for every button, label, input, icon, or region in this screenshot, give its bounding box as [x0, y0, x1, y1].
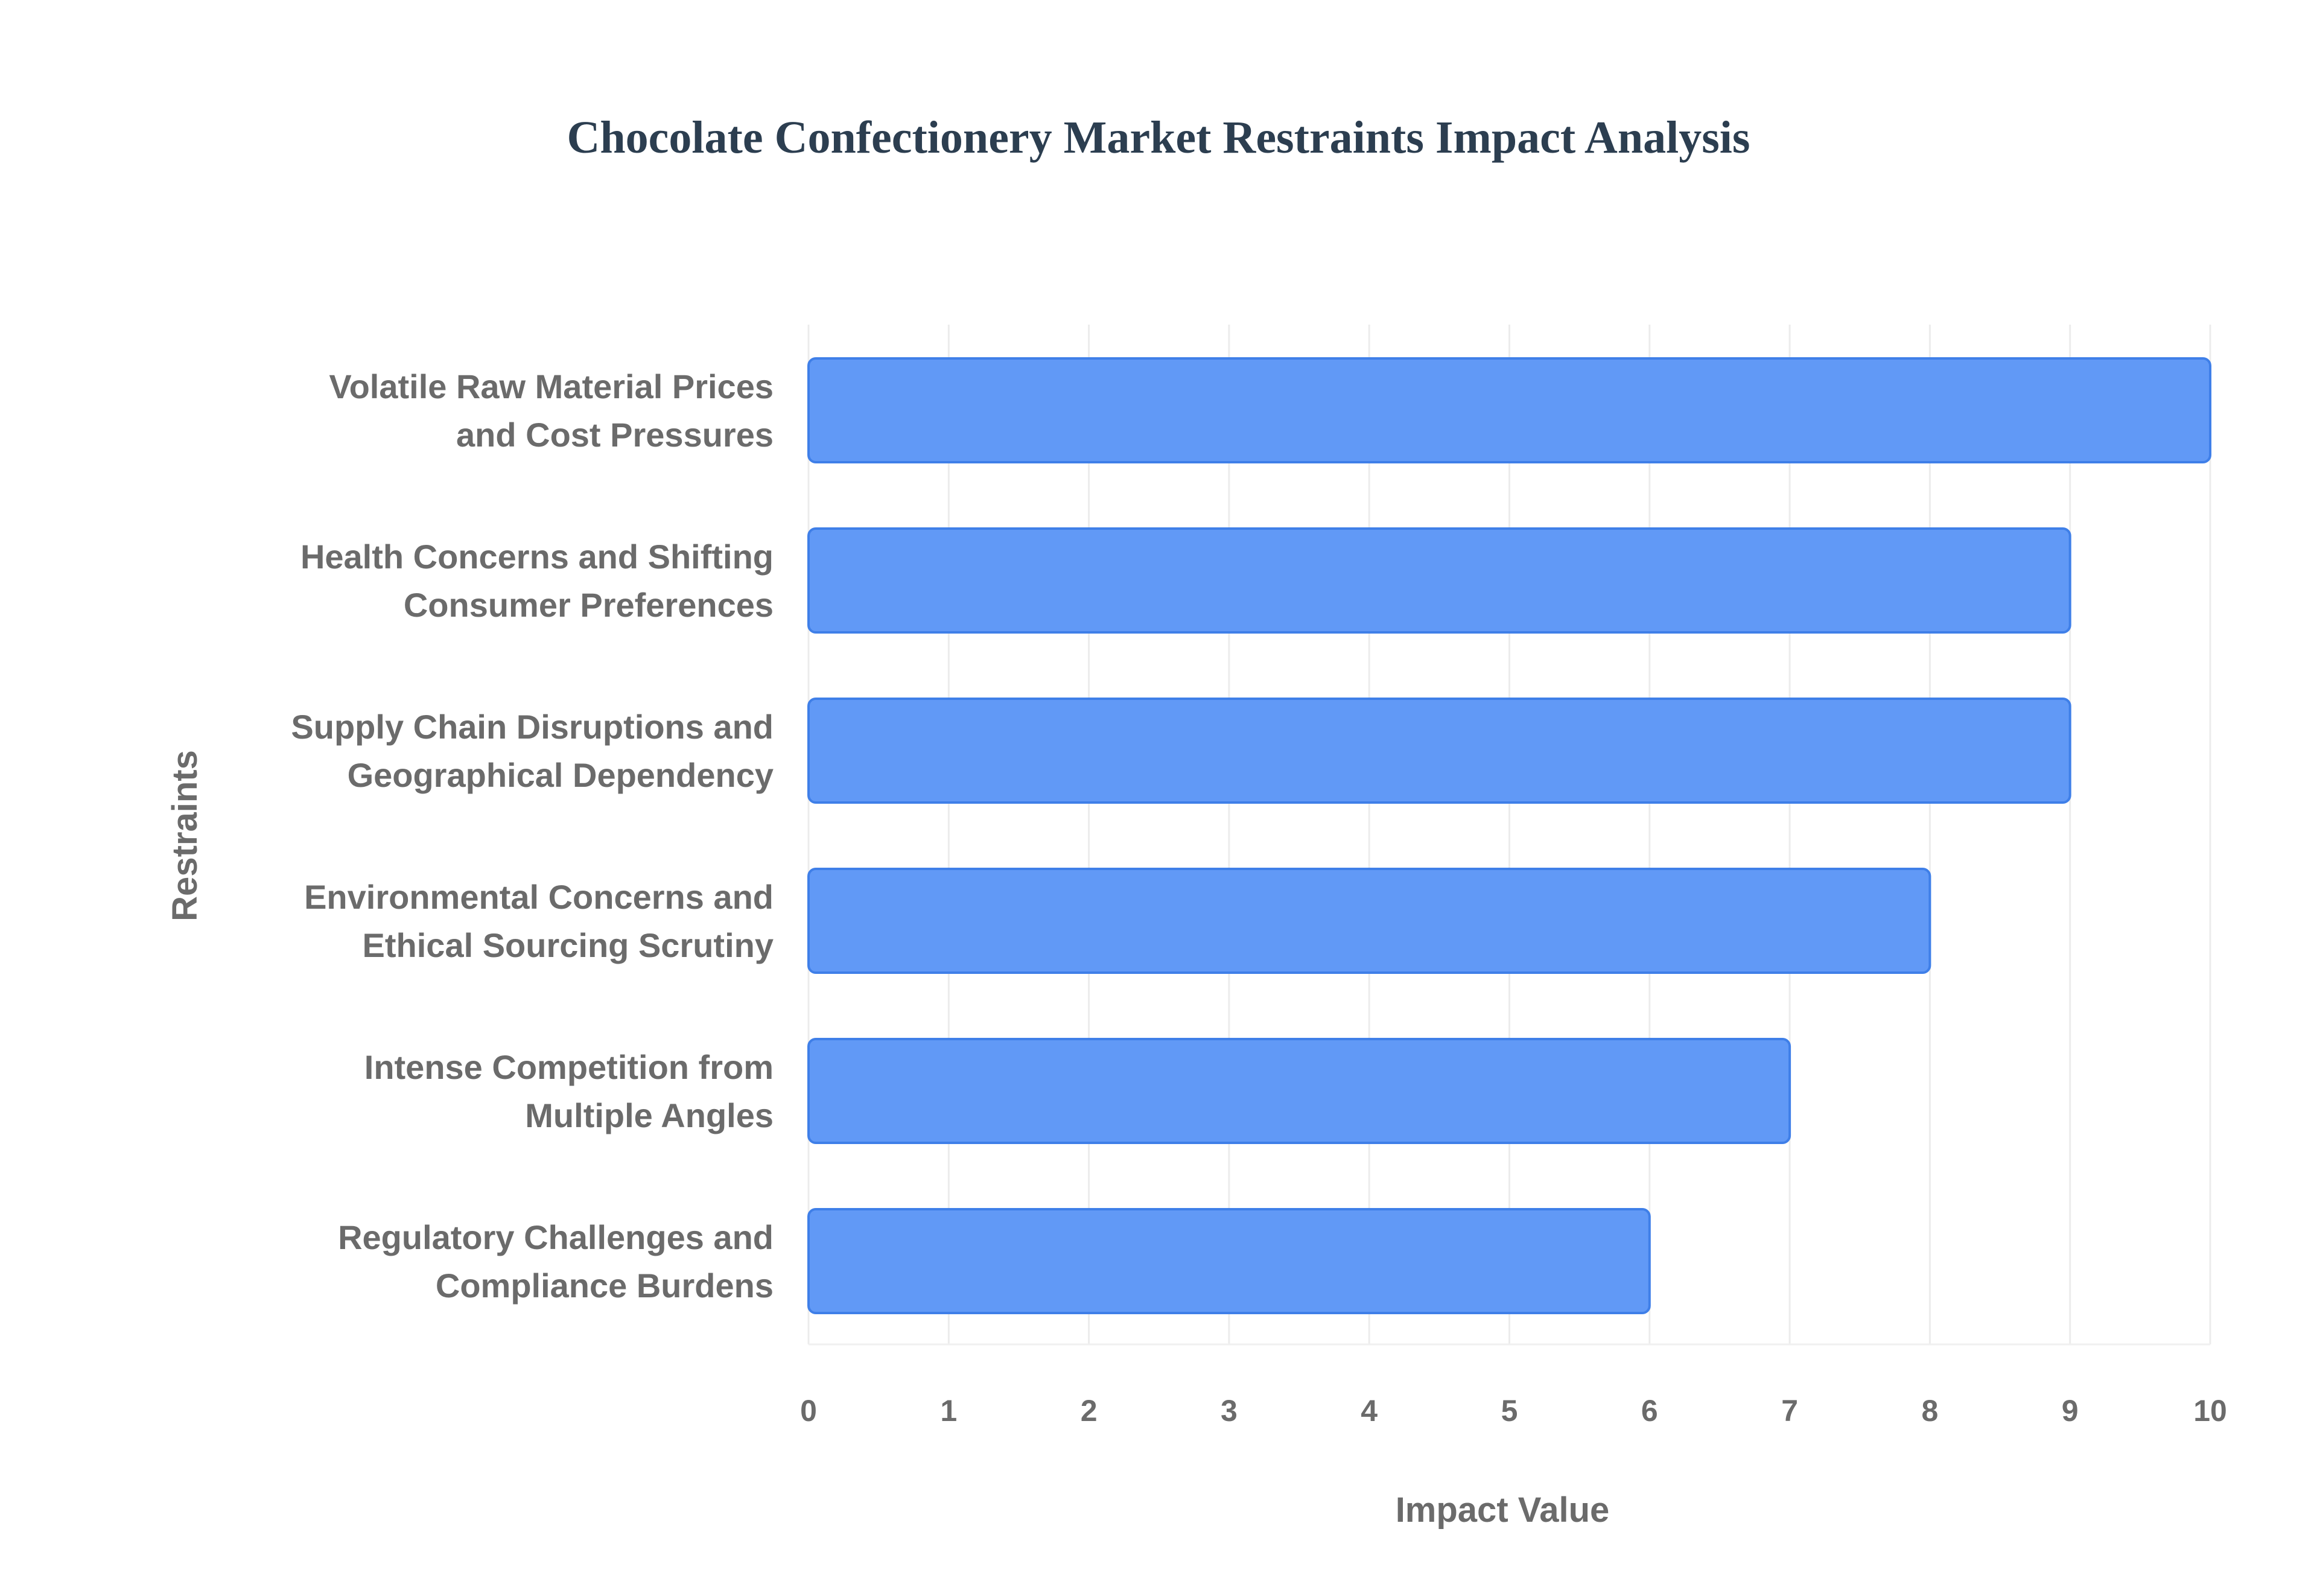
y-tick-label: Regulatory Challenges and Compliance Burd… — [338, 1218, 774, 1305]
x-tick-label: 10 — [2193, 1394, 2227, 1428]
x-axis-ticks: 0 1 2 3 4 5 6 7 8 9 10 — [800, 1394, 2227, 1428]
x-tick-label: 3 — [1221, 1394, 1238, 1428]
y-tick-label-line: Consumer Preferences — [404, 586, 774, 624]
x-tick-label: 7 — [1781, 1394, 1798, 1428]
grid-lines — [807, 325, 2211, 1346]
y-axis-labels: Volatile Raw Material Prices and Cost Pre… — [291, 367, 774, 1305]
x-tick-label: 2 — [1081, 1394, 1098, 1428]
bars — [807, 357, 2211, 1314]
y-tick-label: Volatile Raw Material Prices and Cost Pre… — [329, 367, 774, 454]
x-tick-label: 9 — [2062, 1394, 2079, 1428]
y-tick-label: Environmental Concerns and Ethical Sourci… — [304, 878, 774, 964]
y-tick-label-line: Compliance Burdens — [436, 1267, 774, 1305]
y-tick-label-line: Volatile Raw Material Prices — [329, 367, 774, 405]
bar — [807, 1038, 1791, 1144]
bar — [807, 527, 2071, 634]
y-tick-label: Health Concerns and Shifting Consumer Pre… — [300, 538, 774, 624]
y-tick-label-line: and Cost Pressures — [456, 416, 774, 454]
y-tick-label-line: Regulatory Challenges and — [338, 1218, 774, 1256]
y-tick-label-line: Intense Competition from — [364, 1048, 774, 1086]
y-tick-label-line: Health Concerns and Shifting — [300, 538, 774, 576]
y-tick-label-line: Geographical Dependency — [348, 756, 774, 794]
y-axis-title: Restraints — [165, 750, 205, 921]
y-tick-label-line: Environmental Concerns and — [304, 878, 774, 916]
bar — [807, 698, 2071, 804]
bar — [807, 868, 1931, 974]
x-tick-label: 8 — [1921, 1394, 1938, 1428]
bar — [807, 357, 2211, 463]
chart-title: Chocolate Confectionery Market Restraint… — [567, 112, 1750, 163]
y-tick-label-line: Supply Chain Disruptions and — [291, 708, 774, 746]
y-tick-label-line: Multiple Angles — [525, 1096, 774, 1134]
x-tick-label: 0 — [800, 1394, 817, 1428]
y-tick-label: Supply Chain Disruptions and Geographical… — [291, 708, 774, 794]
bar — [807, 1208, 1651, 1314]
x-tick-label: 5 — [1501, 1394, 1518, 1428]
y-tick-label: Intense Competition from Multiple Angles — [364, 1048, 774, 1134]
x-tick-label: 1 — [940, 1394, 957, 1428]
x-tick-label: 6 — [1641, 1394, 1658, 1428]
x-tick-label: 4 — [1361, 1394, 1378, 1428]
y-tick-label-line: Ethical Sourcing Scrutiny — [363, 926, 774, 964]
x-axis-title: Impact Value — [1396, 1490, 1610, 1530]
